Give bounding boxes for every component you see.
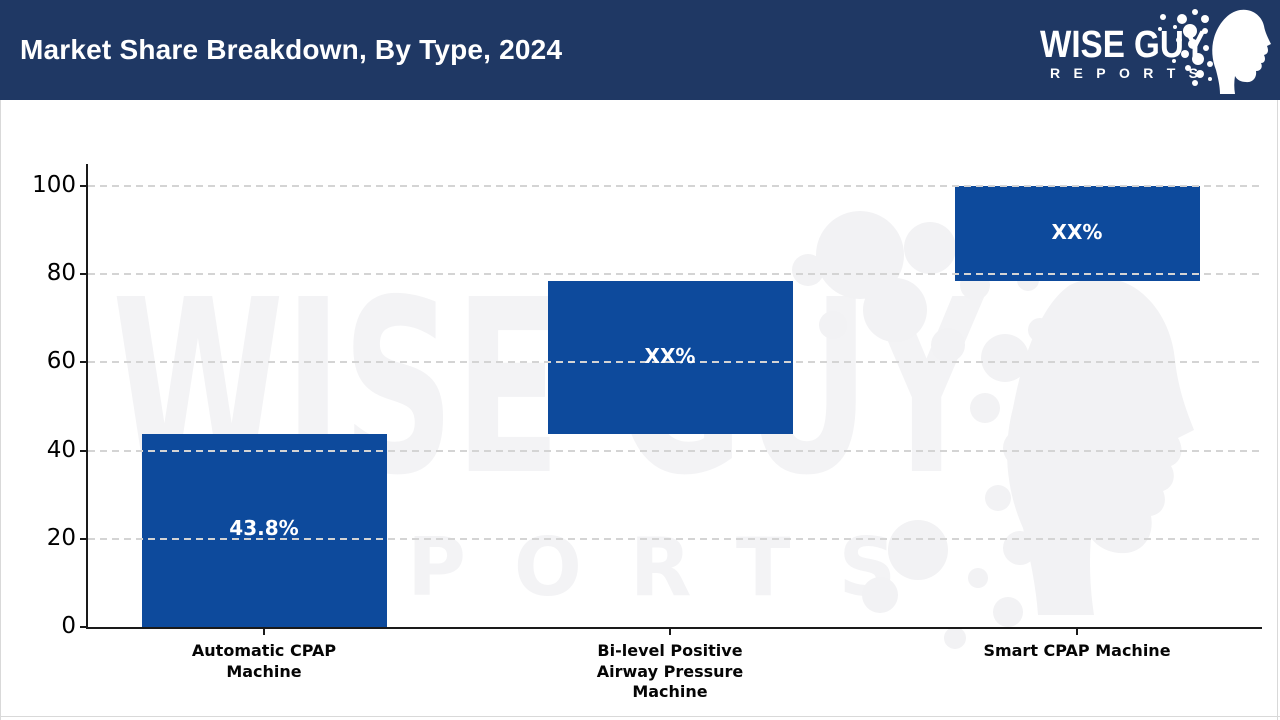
- page-border-left: [0, 100, 1, 720]
- x-category-label: Automatic CPAP Machine: [104, 641, 424, 682]
- x-tick-mark: [1076, 629, 1078, 635]
- x-category-line: Machine: [632, 682, 708, 701]
- x-tick-mark: [263, 629, 265, 635]
- x-category-label: Smart CPAP Machine: [917, 641, 1237, 662]
- wiseguy-reports-logo: WISE GUY REPORTS: [1040, 9, 1271, 95]
- y-gridline: [88, 537, 1262, 540]
- y-tick-label: 80: [46, 260, 76, 287]
- y-tick-label: 0: [61, 613, 76, 639]
- x-category-line: Automatic CPAP: [191, 641, 337, 660]
- y-tick-mark: [80, 537, 87, 540]
- header-bar: Market Share Breakdown, By Type, 2024 WI…: [0, 0, 1280, 100]
- page-border-right: [1277, 100, 1278, 720]
- x-category-line: Smart CPAP Machine: [983, 641, 1171, 660]
- y-tick-mark: [80, 361, 87, 364]
- y-tick-mark: [80, 185, 87, 187]
- y-gridline: [88, 185, 1262, 187]
- y-gridline: [88, 361, 1262, 364]
- bar-segment: [547, 281, 793, 434]
- page-border-bottom: [0, 716, 1280, 717]
- x-category-line: Airway Pressure: [596, 661, 744, 681]
- logo-head-icon: [1158, 9, 1271, 95]
- x-category-label: Bi-level Positive Airway Pressure Machine: [510, 641, 830, 703]
- y-gridline: [88, 273, 1262, 276]
- x-tick-mark: [669, 629, 671, 635]
- y-tick-mark: [80, 449, 87, 452]
- logo-wiseguy-text: WISE GUY: [1040, 24, 1206, 66]
- y-tick-label: 100: [32, 172, 76, 198]
- bar-value-label: 43.8%: [229, 516, 299, 541]
- y-tick-mark: [80, 626, 87, 628]
- logo-reports-text: REPORTS: [1050, 65, 1198, 81]
- bar-value-label: XX%: [644, 343, 696, 368]
- bar-segment: [141, 433, 387, 627]
- page-title: Market Share Breakdown, By Type, 2024: [20, 34, 563, 65]
- y-axis-line: [86, 164, 88, 629]
- y-tick-label: 60: [46, 348, 76, 375]
- y-gridline: [88, 449, 1262, 452]
- bar-segment: [954, 186, 1200, 282]
- bar-value-label: XX%: [1051, 219, 1103, 244]
- y-tick-mark: [80, 273, 87, 276]
- x-axis-line: [86, 627, 1262, 629]
- x-category-line: Machine: [226, 661, 302, 681]
- y-tick-label: 40: [46, 436, 76, 463]
- x-category-line: Bi-level Positive: [597, 641, 743, 660]
- y-tick-label: 20: [46, 524, 76, 551]
